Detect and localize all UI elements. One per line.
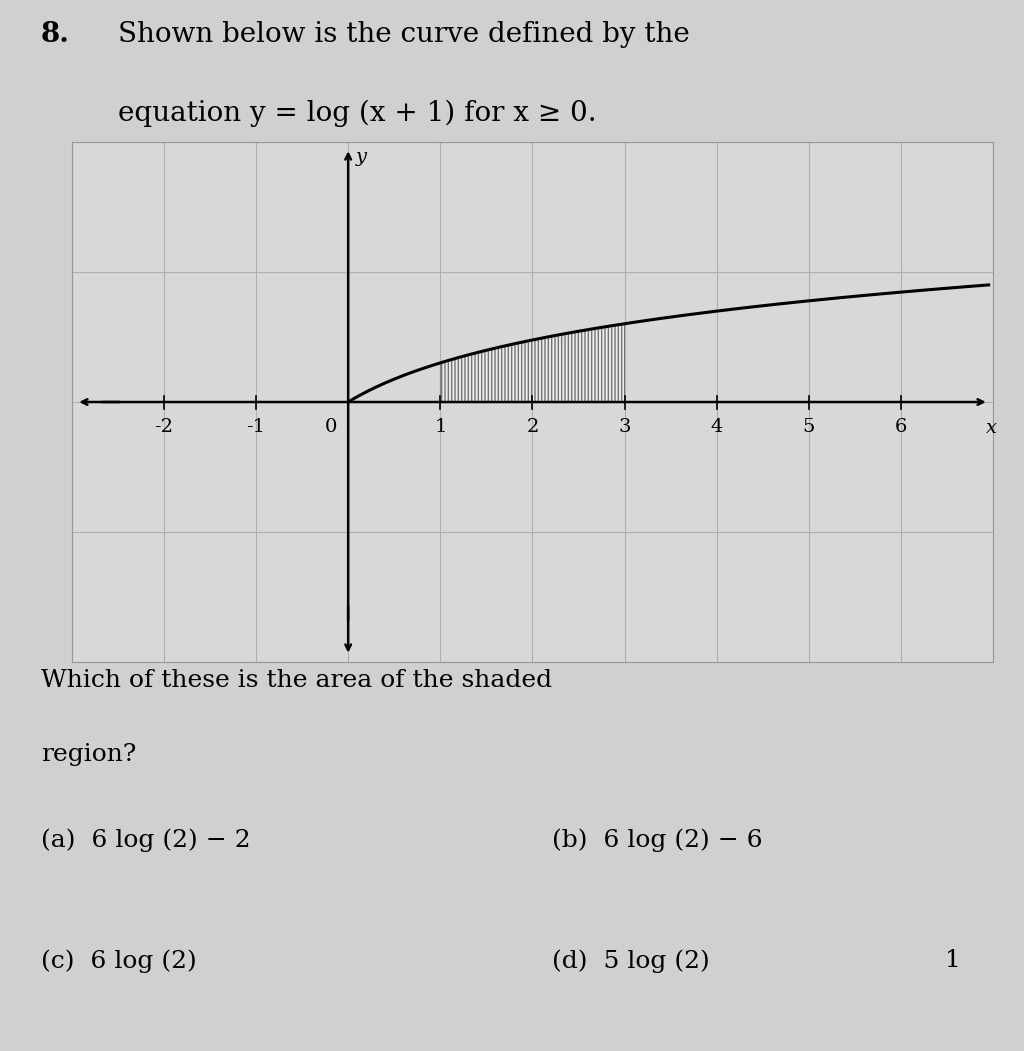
Text: 6: 6 — [895, 417, 907, 435]
Text: 5: 5 — [803, 417, 815, 435]
Text: -1: -1 — [247, 417, 265, 435]
Text: -2: -2 — [155, 417, 173, 435]
Text: equation y = log (x + 1) for x ≥ 0.: equation y = log (x + 1) for x ≥ 0. — [118, 99, 596, 127]
Text: (b)  6 log (2) − 6: (b) 6 log (2) − 6 — [552, 828, 763, 852]
Text: (c)  6 log (2): (c) 6 log (2) — [41, 949, 197, 973]
Text: 1: 1 — [945, 949, 962, 972]
Text: region?: region? — [41, 743, 136, 766]
Text: 1: 1 — [434, 417, 446, 435]
Text: 0: 0 — [325, 417, 337, 435]
Text: y: y — [355, 148, 367, 166]
Text: 8.: 8. — [41, 21, 70, 48]
Text: 2: 2 — [526, 417, 539, 435]
Text: x: x — [986, 419, 997, 437]
Text: Shown below is the curve defined by the: Shown below is the curve defined by the — [118, 21, 689, 48]
Text: 3: 3 — [618, 417, 631, 435]
Text: 4: 4 — [711, 417, 723, 435]
Text: (a)  6 log (2) − 2: (a) 6 log (2) − 2 — [41, 828, 251, 852]
Text: (d)  5 log (2): (d) 5 log (2) — [552, 949, 710, 973]
Text: Which of these is the area of the shaded: Which of these is the area of the shaded — [41, 669, 552, 693]
